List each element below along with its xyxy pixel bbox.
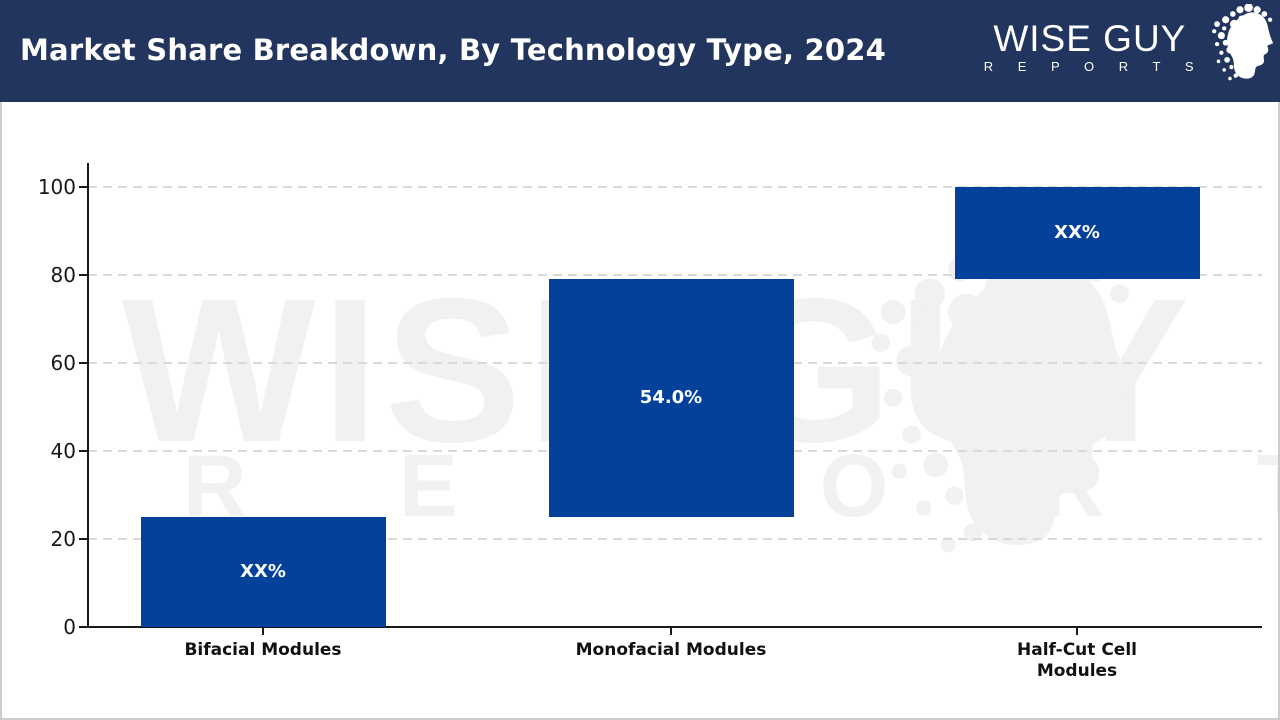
x-tick-half-cut-cell-modules xyxy=(1076,627,1078,635)
y-tick-100 xyxy=(79,186,88,188)
y-tick-label-60: 60 xyxy=(50,351,76,375)
x-axis-label-line: Modules xyxy=(1036,661,1118,681)
y-tick-label-100: 100 xyxy=(37,175,76,199)
page-title: Market Share Breakdown, By Technology Ty… xyxy=(20,33,887,67)
bar-half-cut-cell-modules xyxy=(954,187,1200,280)
y-tick-label-80: 80 xyxy=(50,263,76,287)
gridline-80 xyxy=(88,274,1262,276)
wiseguy-logo: WISE GUY R E P O R T S xyxy=(976,4,1276,90)
x-tick-monofacial-modules xyxy=(670,627,672,635)
page-border-left xyxy=(0,102,2,720)
y-tick-20 xyxy=(79,538,88,540)
y-tick-0 xyxy=(79,626,88,628)
bar-bifacial-modules xyxy=(140,517,386,627)
bar-value-label-monofacial-modules: 54.0% xyxy=(639,387,703,409)
x-tick-bifacial-modules xyxy=(262,627,264,635)
logo-text-block: WISE GUY R E P O R T S xyxy=(976,17,1204,75)
x-axis-label-monofacial-modules: Monofacial Modules xyxy=(551,640,791,661)
logo-reports-text: R E P O R T S xyxy=(983,59,1204,75)
y-tick-80 xyxy=(79,274,88,276)
logo-wiseguy-text: WISE GUY xyxy=(993,17,1187,59)
x-axis-label-half-cut-cell-modules: Half-Cut Cell Modules xyxy=(957,640,1197,682)
y-tick-60 xyxy=(79,362,88,364)
y-tick-label-40: 40 xyxy=(50,439,76,463)
bar-monofacial-modules xyxy=(548,279,794,517)
gridline-20 xyxy=(88,538,1262,540)
bar-value-label-bifacial-modules: XX% xyxy=(240,561,286,582)
x-axis-label-line: Monofacial Modules xyxy=(575,640,767,660)
x-axis-label-line: Bifacial Modules xyxy=(184,640,342,660)
gridline-100 xyxy=(88,186,1262,188)
y-tick-40 xyxy=(79,450,88,452)
y-axis-spine xyxy=(87,163,89,628)
y-tick-label-20: 20 xyxy=(50,527,76,551)
page-border-bottom xyxy=(0,718,1280,720)
x-axis-label-bifacial-modules: Bifacial Modules xyxy=(143,640,383,661)
header-bar: Market Share Breakdown, By Technology Ty… xyxy=(0,0,1280,102)
wiseguy-head-icon xyxy=(1212,4,1273,81)
x-axis-label-line: Half-Cut Cell xyxy=(1017,640,1137,660)
page-border-right xyxy=(1278,102,1280,720)
y-tick-label-0: 0 xyxy=(63,615,76,639)
bar-value-label-half-cut-cell-modules: XX% xyxy=(1054,222,1100,244)
x-axis-spine xyxy=(87,626,1262,628)
